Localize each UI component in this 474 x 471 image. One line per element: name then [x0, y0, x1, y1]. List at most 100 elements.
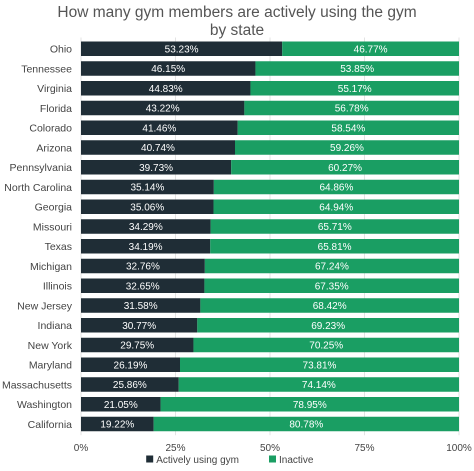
bar-inactive-segment	[160, 397, 459, 412]
data-label: 21.05%	[104, 400, 138, 411]
chart-title-line-2: by state	[210, 22, 264, 39]
data-label: 19.22%	[100, 420, 134, 431]
bar-active-segment	[81, 179, 214, 195]
bar-inactive-segment	[197, 318, 459, 333]
data-label: 59.26%	[330, 143, 364, 154]
data-label: 41.46%	[142, 123, 176, 134]
bar-active-segment	[81, 357, 180, 372]
data-label: 70.25%	[309, 341, 343, 352]
data-label: 60.27%	[328, 163, 362, 174]
category-label: Washington	[17, 399, 72, 411]
data-label: 53.23%	[165, 44, 199, 55]
bar-active-segment	[81, 41, 283, 56]
bar-active-segment	[81, 278, 205, 293]
data-label: 64.86%	[319, 183, 353, 194]
bar-active-segment	[81, 81, 251, 96]
bar-active-segment	[81, 318, 198, 333]
legend-label: Inactive	[279, 455, 314, 466]
data-label: 74.14%	[302, 380, 336, 391]
data-label: 32.65%	[126, 281, 160, 292]
bar-active-segment	[81, 377, 179, 392]
category-label: Pennsylvania	[10, 162, 73, 174]
bar-inactive-segment	[200, 298, 459, 313]
legend-swatch	[269, 455, 276, 463]
bar-inactive-segment	[193, 337, 459, 353]
data-label: 46.77%	[354, 44, 388, 55]
data-label: 29.75%	[120, 341, 154, 352]
data-label: 67.35%	[315, 281, 349, 292]
data-label: 56.78%	[335, 104, 369, 115]
legend-swatch	[146, 455, 154, 463]
data-label: 69.23%	[311, 321, 345, 332]
data-label: 34.29%	[129, 222, 163, 233]
bar-inactive-segment	[250, 81, 459, 96]
bar-inactive-segment	[282, 41, 459, 56]
data-label: 44.83%	[149, 84, 183, 95]
data-label: 46.15%	[151, 64, 185, 75]
bar-inactive-segment	[204, 258, 459, 274]
data-label: 31.58%	[124, 301, 158, 312]
bar-inactive-segment	[204, 278, 459, 293]
data-label: 35.06%	[130, 202, 164, 213]
category-label: Florida	[40, 103, 72, 115]
bar-inactive-segment	[210, 239, 459, 254]
chart-title: How many gym members are actively using …	[57, 4, 416, 39]
data-label: 25.86%	[113, 380, 147, 391]
bar-inactive-segment	[231, 160, 459, 175]
bar-active-segment	[81, 219, 211, 234]
category-label: Arizona	[36, 142, 72, 154]
data-label: 26.19%	[114, 360, 148, 371]
bar-active-segment	[81, 397, 161, 412]
category-label: New York	[28, 340, 73, 352]
bar-inactive-segment	[213, 199, 459, 214]
bar-active-segment	[81, 298, 201, 313]
bar-inactive-segment	[244, 100, 459, 116]
data-label: 43.22%	[146, 104, 180, 115]
data-label: 73.81%	[303, 360, 337, 371]
bar-inactive-segment	[213, 179, 459, 195]
category-label: Maryland	[29, 360, 72, 372]
bar-active-segment	[81, 239, 211, 254]
x-tick-label: 75%	[354, 443, 374, 454]
data-label: 39.73%	[139, 163, 173, 174]
data-label: 30.77%	[122, 321, 156, 332]
bar-inactive-segment	[234, 140, 459, 155]
data-label: 67.24%	[315, 262, 349, 273]
chart-title-line-1: How many gym members are actively using …	[57, 4, 416, 21]
data-label: 65.71%	[318, 222, 352, 233]
bar-inactive-segment	[255, 61, 459, 76]
data-label: 34.19%	[129, 242, 163, 253]
data-label: 58.54%	[331, 123, 365, 134]
bar-active-segment	[81, 140, 235, 155]
category-label: Illinois	[43, 281, 72, 293]
legend-label: Actively using gym	[156, 455, 239, 466]
bars: 53.23% 46.77% 46.15% 53.85% 44.83% 55.17% 43.2…	[81, 41, 459, 432]
category-label: Indiana	[38, 320, 73, 332]
category-labels: Ohio Tennessee Virginia Florida Colorado Ariz…	[2, 44, 73, 431]
category-label: California	[28, 419, 73, 431]
data-label: 64.94%	[319, 202, 353, 213]
bar-inactive-segment	[178, 377, 459, 392]
category-label: New Jersey	[17, 300, 73, 312]
bar-active-segment	[81, 160, 232, 175]
bar-inactive-segment	[179, 357, 459, 372]
category-label: Michigan	[30, 261, 72, 273]
category-label: Missouri	[33, 221, 72, 233]
category-label: North Carolina	[4, 182, 72, 194]
data-label: 78.95%	[293, 400, 327, 411]
category-label: Massachusetts	[2, 379, 72, 391]
category-label: Tennessee	[21, 63, 72, 75]
bar-inactive-segment	[210, 219, 459, 234]
legend: Actively using gym Inactive	[146, 455, 314, 466]
bar-inactive-segment	[153, 416, 459, 432]
data-label: 55.17%	[338, 84, 372, 95]
category-label: Texas	[45, 241, 72, 253]
bar-active-segment	[81, 100, 245, 116]
category-label: Georgia	[35, 202, 73, 214]
x-tick-label: 100%	[446, 443, 472, 454]
grid-lines	[80, 37, 460, 436]
category-label: Virginia	[37, 83, 72, 95]
bar-active-segment	[81, 120, 238, 135]
data-label: 80.78%	[289, 420, 323, 431]
